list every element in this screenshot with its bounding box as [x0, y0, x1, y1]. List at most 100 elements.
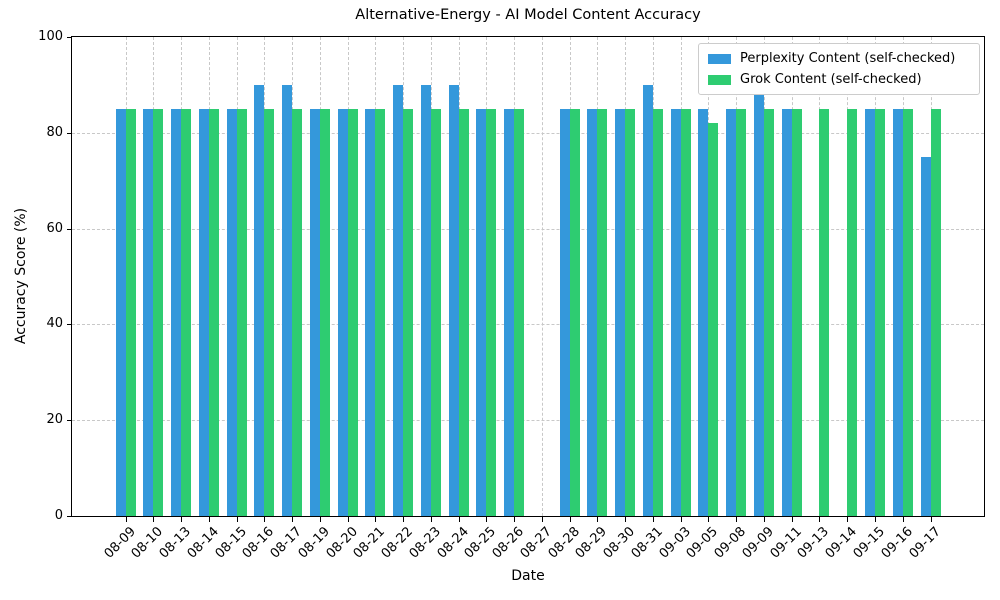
legend-swatch-perplexity — [708, 53, 731, 64]
bar-grok-08-09 — [125, 108, 136, 516]
x-tick — [292, 517, 294, 522]
bar-perplexity-08-21 — [365, 108, 376, 516]
bar-grok-08-29 — [597, 108, 608, 516]
bar-grok-08-22 — [403, 108, 414, 516]
chart-title: Alternative-Energy - AI Model Content Ac… — [355, 7, 701, 23]
bar-grok-09-03 — [680, 108, 691, 516]
bar-perplexity-08-22 — [393, 84, 404, 516]
y-tick-label: 20 — [46, 412, 63, 428]
bar-perplexity-08-10 — [143, 108, 154, 516]
plot-area: 0 20 40 60 80 100 08-09 08-10 08-13 08-14 08-15 08-… — [38, 30, 985, 562]
bar-grok-08-20 — [347, 108, 358, 516]
bar-grok-08-14 — [208, 108, 219, 516]
x-tick — [319, 517, 321, 522]
bar-grok-09-05 — [708, 123, 719, 516]
x-tick — [403, 517, 405, 522]
y-tick — [67, 132, 71, 134]
bar-perplexity-08-23 — [420, 84, 431, 516]
bar-grok-09-09 — [763, 108, 774, 516]
bar-perplexity-09-08 — [726, 108, 737, 516]
x-tick — [652, 517, 654, 522]
x-tick — [153, 517, 155, 522]
bar-grok-08-19 — [319, 108, 330, 516]
bar-grok-08-24 — [458, 108, 469, 516]
bar-perplexity-08-28 — [559, 108, 570, 516]
bar-perplexity-09-09 — [753, 84, 764, 516]
x-tick — [597, 517, 599, 522]
h-gridline — [72, 420, 984, 422]
legend-label-perplexity: Perplexity Content (self-checked) — [740, 51, 956, 66]
bar-grok-08-10 — [153, 108, 164, 516]
y-axis-title: Accuracy Score (%) — [13, 207, 29, 345]
bar-perplexity-08-14 — [198, 108, 209, 516]
x-tick — [847, 517, 849, 522]
bar-grok-08-21 — [375, 108, 386, 516]
bar-perplexity-09-03 — [670, 108, 681, 516]
x-tick — [125, 517, 127, 522]
x-tick — [708, 517, 710, 522]
bar-grok-08-26 — [514, 108, 525, 516]
bar-grok-09-08 — [736, 108, 747, 516]
x-tick — [819, 517, 821, 522]
bar-perplexity-08-29 — [587, 108, 598, 516]
x-tick — [625, 517, 627, 522]
bar-grok-08-30 — [625, 108, 636, 516]
bar-perplexity-08-15 — [226, 108, 237, 516]
bar-grok-09-15 — [874, 108, 885, 516]
x-axis-title: Date — [511, 568, 545, 584]
bar-grok-08-16 — [264, 108, 275, 516]
x-tick — [763, 517, 765, 522]
h-gridline — [72, 132, 984, 134]
x-tick — [680, 517, 682, 522]
bar-perplexity-08-09 — [115, 108, 126, 516]
x-tick — [264, 517, 266, 522]
y-tick — [67, 420, 71, 422]
bar-perplexity-08-13 — [171, 108, 182, 516]
y-tick-label: 60 — [46, 220, 63, 236]
x-tick — [458, 517, 460, 522]
bar-grok-09-14 — [847, 108, 858, 516]
bar-perplexity-08-20 — [337, 108, 348, 516]
h-gridline — [72, 324, 984, 326]
x-tick — [347, 517, 349, 522]
y-tick-label: 0 — [54, 508, 63, 523]
bar-perplexity-09-05 — [698, 108, 709, 516]
y-tick — [67, 516, 71, 517]
legend-row-perplexity: Perplexity Content (self-checked) — [708, 51, 971, 66]
y-tick-label: 100 — [38, 29, 63, 44]
x-tick — [902, 517, 904, 522]
legend-label-grok: Grok Content (self-checked) — [740, 72, 922, 87]
bar-grok-09-11 — [791, 108, 802, 516]
bar-perplexity-08-30 — [615, 108, 626, 516]
bar-perplexity-09-11 — [781, 108, 792, 516]
bar-perplexity-09-15 — [864, 108, 875, 516]
legend: Perplexity Content (self-checked) Grok C… — [698, 43, 980, 95]
v-gridline — [541, 37, 543, 516]
legend-swatch-grok — [708, 74, 731, 85]
y-tick-label: 80 — [46, 124, 63, 140]
bar-perplexity-08-19 — [309, 108, 320, 516]
legend-row-grok: Grok Content (self-checked) — [708, 72, 971, 87]
h-gridline — [72, 228, 984, 230]
x-tick — [208, 517, 210, 522]
x-tick — [375, 517, 377, 522]
bar-grok-08-15 — [236, 108, 247, 516]
bar-grok-09-13 — [819, 108, 830, 516]
bar-perplexity-08-16 — [254, 84, 265, 516]
x-tick — [736, 517, 738, 522]
bar-grok-08-17 — [292, 108, 303, 516]
bar-perplexity-09-16 — [892, 108, 903, 516]
x-tick — [930, 517, 932, 522]
y-tick — [67, 228, 71, 230]
bar-grok-08-13 — [181, 108, 192, 516]
bar-grok-09-16 — [902, 108, 913, 516]
bar-grok-08-25 — [486, 108, 497, 516]
bar-perplexity-09-17 — [920, 156, 931, 516]
x-tick — [514, 517, 516, 522]
x-tick — [181, 517, 183, 522]
bar-perplexity-08-26 — [504, 108, 515, 516]
x-tick — [569, 517, 571, 522]
y-tick — [67, 37, 71, 38]
x-tick — [430, 517, 432, 522]
